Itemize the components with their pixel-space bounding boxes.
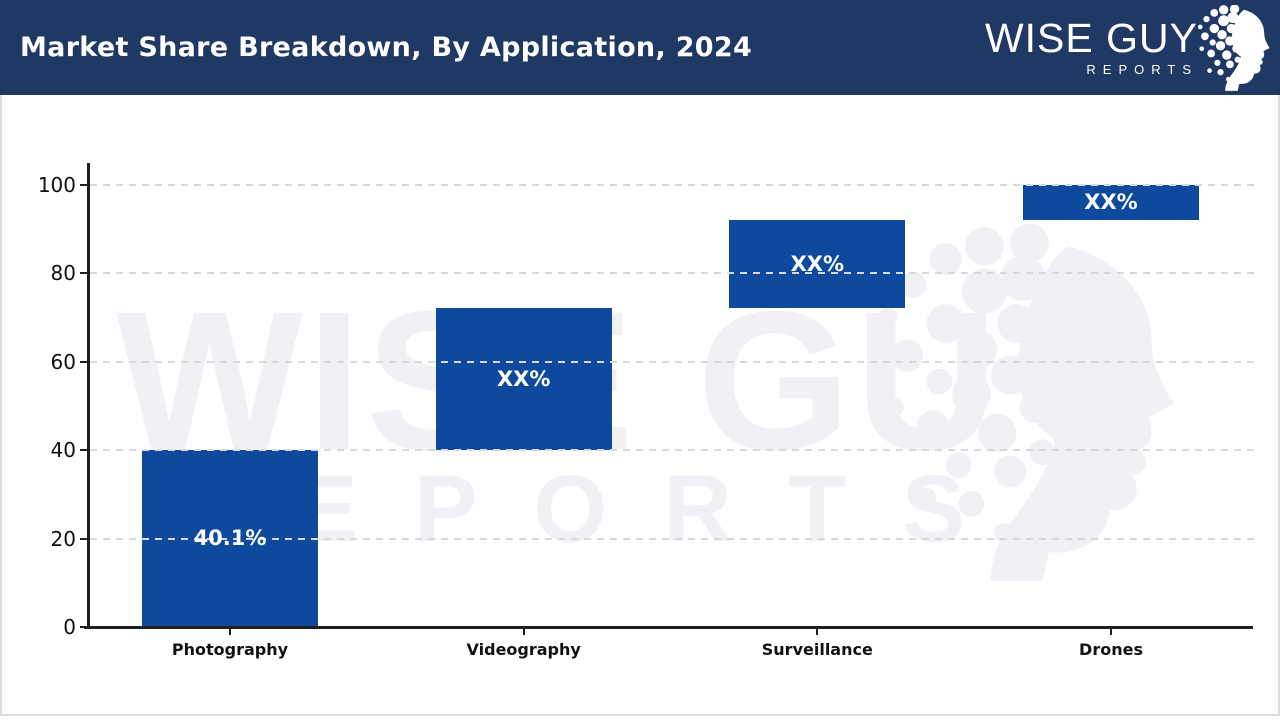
bar-value-label-photography: 40.1% — [193, 526, 267, 551]
category-label-drones: Drones — [1079, 640, 1143, 659]
header-bar: Market Share Breakdown, By Application, … — [0, 0, 1280, 95]
wise-guy-reports-logo: WISE GUY REPORTS — [985, 0, 1272, 95]
category-label-photography: Photography — [171, 640, 289, 659]
category-label-surveillance: Surveillance — [761, 640, 873, 659]
watermark-dotted-head-icon — [878, 223, 1175, 582]
y-axis-tick-label-20: 20 — [50, 526, 76, 551]
page-title: Market Share Breakdown, By Application, … — [20, 32, 753, 63]
gridline-y20 — [90, 537, 1254, 540]
x-axis-tick-photography — [229, 628, 231, 635]
gridline-y100 — [90, 183, 1254, 186]
gridline-y40 — [90, 449, 1254, 451]
y-axis-tick-label-40: 40 — [50, 438, 76, 462]
gridline-y60 — [90, 360, 1254, 363]
logo-text: WISE GUY REPORTS — [984, 15, 1198, 78]
bar-value-label-surveillance: XX% — [790, 252, 845, 277]
x-axis-tick-surveillance — [816, 628, 819, 635]
y-axis-tick-label-0: 0 — [63, 615, 76, 639]
y-axis-tick-20 — [80, 537, 88, 540]
y-axis-tick-label-80: 80 — [50, 261, 76, 285]
logo-wise-guy: WISE GUY — [984, 15, 1198, 61]
y-axis-tick-label-100: 100 — [37, 172, 76, 197]
bar-value-label-drones: XX% — [1084, 190, 1138, 215]
category-label-videography: Videography — [466, 640, 581, 659]
bar-surveillance — [729, 220, 906, 308]
gridline-y80 — [90, 272, 1254, 274]
bar-value-label-videography: XX% — [496, 366, 551, 391]
x-axis-tick-videography — [522, 628, 525, 635]
y-axis-tick-60 — [80, 360, 88, 363]
logo-reports: REPORTS — [1086, 62, 1198, 77]
x-axis-spine — [84, 626, 1253, 629]
bar-drones — [1023, 184, 1199, 221]
y-axis-tick-100 — [80, 183, 88, 186]
logo-dotted-head-icon — [1197, 4, 1270, 91]
y-axis-tick-40 — [80, 449, 88, 451]
y-axis-tick-80 — [80, 272, 88, 274]
y-axis-spine — [87, 163, 90, 629]
y-axis-tick-label-60: 60 — [50, 349, 76, 374]
x-axis-tick-drones — [1110, 628, 1112, 635]
bar-videography — [435, 307, 612, 450]
